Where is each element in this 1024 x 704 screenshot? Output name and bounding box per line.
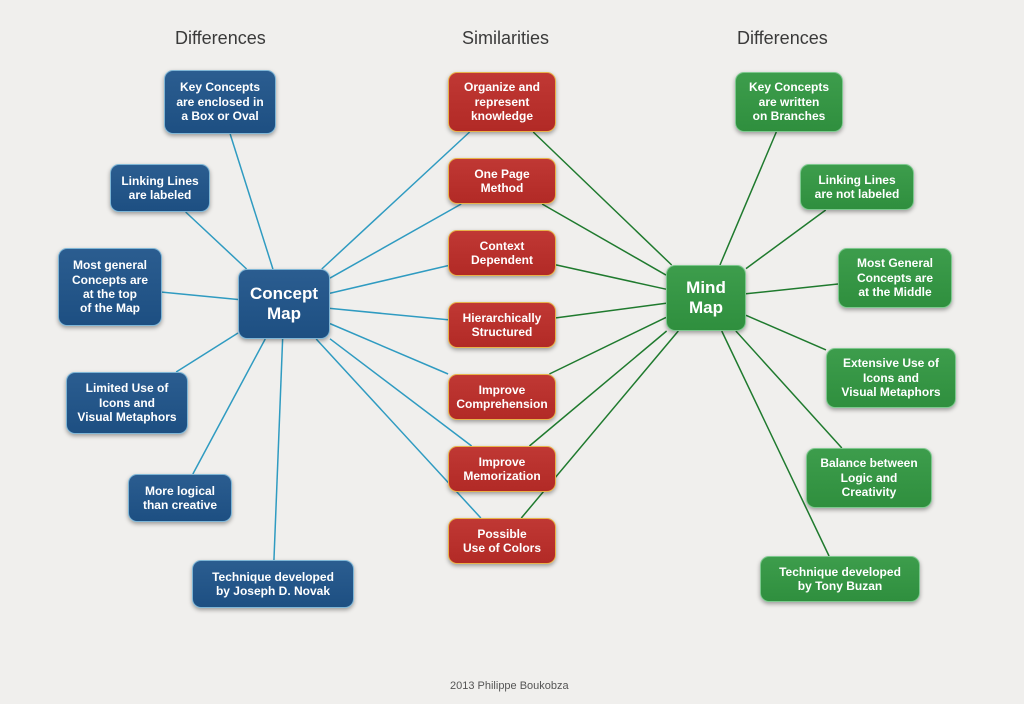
node-label: Limited Use ofIcons andVisual Metaphors [77, 381, 176, 424]
node-g2: Linking Linesare not labeled [800, 164, 914, 210]
edge [162, 292, 238, 299]
edge [193, 339, 265, 474]
edge [556, 265, 666, 289]
edge [722, 331, 829, 556]
edge [330, 308, 448, 319]
node-g1: Key Conceptsare writtenon Branches [735, 72, 843, 132]
edge [746, 210, 826, 269]
edge [274, 339, 283, 560]
diagram-canvas: { "canvas": { "width": 1024, "height": 7… [0, 0, 1024, 704]
node-g4: Extensive Use ofIcons andVisual Metaphor… [826, 348, 956, 408]
node-b4: Limited Use ofIcons andVisual Metaphors [66, 372, 188, 434]
node-g6: Technique developedby Tony Buzan [760, 556, 920, 602]
node-r6: ImproveMemorization [448, 446, 556, 492]
heading-similarities: Similarities [462, 28, 549, 49]
node-g5: Balance betweenLogic andCreativity [806, 448, 932, 508]
node-label: Balance betweenLogic andCreativity [820, 456, 917, 499]
node-label: Key Conceptsare writtenon Branches [749, 80, 829, 123]
node-label: Technique developedby Joseph D. Novak [212, 570, 334, 599]
node-label: One PageMethod [474, 167, 529, 196]
edge [720, 132, 776, 265]
node-label: Most generalConcepts areat the topof the… [72, 258, 148, 316]
edge [230, 134, 273, 269]
edge [330, 266, 448, 294]
edge [746, 315, 826, 350]
hub-mind-map: MindMap [666, 265, 746, 331]
node-label: ConceptMap [250, 284, 318, 325]
node-label: ImproveComprehension [456, 383, 547, 412]
heading-differences-right: Differences [737, 28, 828, 49]
node-label: Technique developedby Tony Buzan [779, 565, 901, 594]
node-label: MindMap [686, 278, 726, 319]
node-b5: More logicalthan creative [128, 474, 232, 522]
node-g3: Most GeneralConcepts areat the Middle [838, 248, 952, 308]
node-label: Extensive Use ofIcons andVisual Metaphor… [841, 356, 940, 399]
heading-differences-left: Differences [175, 28, 266, 49]
node-label: PossibleUse of Colors [463, 527, 541, 556]
node-label: Organize andrepresentknowledge [464, 80, 540, 123]
node-label: Most GeneralConcepts areat the Middle [857, 256, 933, 299]
node-b2: Linking Linesare labeled [110, 164, 210, 212]
edge [330, 204, 461, 278]
node-label: ImproveMemorization [463, 455, 540, 484]
node-r4: HierarchicallyStructured [448, 302, 556, 348]
edge [330, 324, 448, 374]
edge [549, 317, 666, 374]
node-r3: ContextDependent [448, 230, 556, 276]
node-label: HierarchicallyStructured [463, 311, 542, 340]
node-r2: One PageMethod [448, 158, 556, 204]
hub-concept-map: ConceptMap [238, 269, 330, 339]
edge [176, 333, 238, 372]
node-r5: ImproveComprehension [448, 374, 556, 420]
node-r7: PossibleUse of Colors [448, 518, 556, 564]
edge [542, 204, 666, 275]
node-label: More logicalthan creative [143, 484, 217, 513]
edge [186, 212, 247, 269]
node-r1: Organize andrepresentknowledge [448, 72, 556, 132]
footer-credit: 2013 Philippe Boukobza [450, 680, 569, 692]
node-label: Linking Linesare labeled [121, 174, 198, 203]
node-label: Linking Linesare not labeled [815, 173, 900, 202]
node-label: Key Conceptsare enclosed ina Box or Oval [176, 80, 263, 123]
node-label: ContextDependent [471, 239, 533, 268]
edge [556, 303, 666, 318]
node-b6: Technique developedby Joseph D. Novak [192, 560, 354, 608]
node-b1: Key Conceptsare enclosed ina Box or Oval [164, 70, 276, 134]
node-b3: Most generalConcepts areat the topof the… [58, 248, 162, 326]
edge [746, 284, 838, 294]
